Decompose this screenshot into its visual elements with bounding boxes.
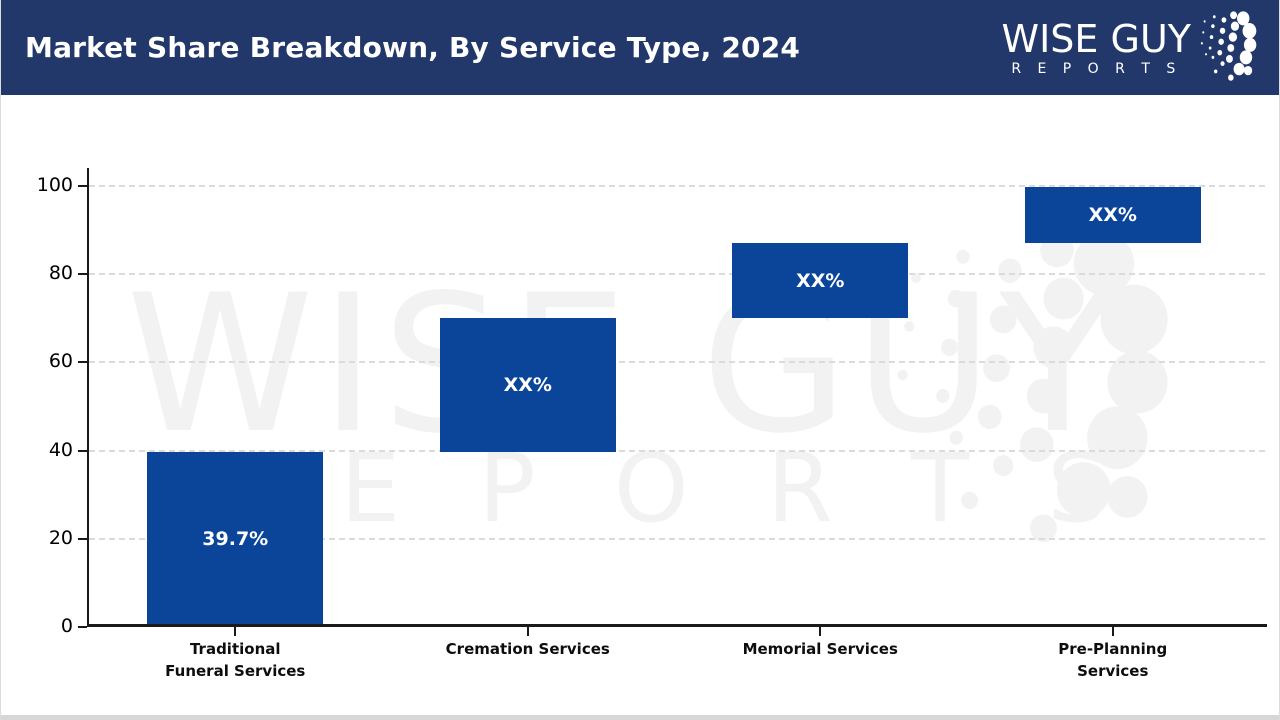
plot-area: 39.7% XX% XX% XX% [87, 168, 1267, 636]
y-tick-label: 20 [48, 526, 73, 549]
bar: XX% [732, 243, 909, 319]
logo-wordmark: WISE GUY [1001, 16, 1191, 61]
gridline [89, 449, 1265, 452]
x-category-label: Memorial Services [742, 640, 898, 658]
watermark-head-icon [897, 232, 1168, 543]
watermark-subtext: R E P O R T S [196, 434, 1132, 544]
bar-value-label: XX% [796, 269, 845, 292]
y-tick-label: 40 [48, 438, 73, 461]
y-tick-label: 80 [48, 262, 73, 285]
y-tick-mark [78, 185, 87, 187]
y-tick-label: 0 [60, 615, 73, 637]
y-tick-mark [78, 449, 87, 452]
y-tick-mark [78, 273, 87, 276]
y-tick-mark [78, 626, 87, 628]
gridline [89, 361, 1265, 364]
x-tick-mark [526, 627, 529, 636]
y-tick-mark [78, 537, 87, 540]
bar-value-label: 39.7% [202, 528, 269, 551]
x-tick-mark [234, 627, 237, 636]
y-axis-spine [87, 168, 89, 627]
logo-head-icon [1200, 10, 1257, 81]
gridline [89, 185, 1265, 187]
x-tick-mark [1111, 627, 1114, 636]
bar: XX% [1024, 187, 1201, 244]
bar-value-label: XX% [503, 374, 552, 397]
x-axis-spine [87, 624, 1267, 627]
logo-subtext: R E P O R T S [1011, 60, 1182, 77]
gridline [89, 537, 1265, 540]
wise-guy-logo: WISE GUY R E P O R T S [1002, 9, 1257, 87]
x-category-label: Cremation Services [445, 640, 610, 658]
bar: 39.7% [147, 451, 324, 627]
footer-strip [1, 715, 1279, 720]
y-tick-mark [78, 361, 87, 364]
x-tick-mark [819, 627, 822, 636]
y-tick-label: 100 [36, 174, 73, 196]
bar-value-label: XX% [1088, 204, 1137, 227]
x-category-label: Pre-Planning Services [1058, 640, 1168, 680]
bar: XX% [439, 318, 616, 452]
header: Market Share Breakdown, By Service Type,… [1, 0, 1279, 95]
page-title: Market Share Breakdown, By Service Type,… [25, 31, 801, 64]
y-tick-label: 60 [48, 350, 73, 373]
y-axis: 0 20 40 60 80 100 [1, 168, 87, 636]
x-category-label: Traditional Funeral Services [165, 640, 306, 680]
gridline [89, 273, 1265, 276]
